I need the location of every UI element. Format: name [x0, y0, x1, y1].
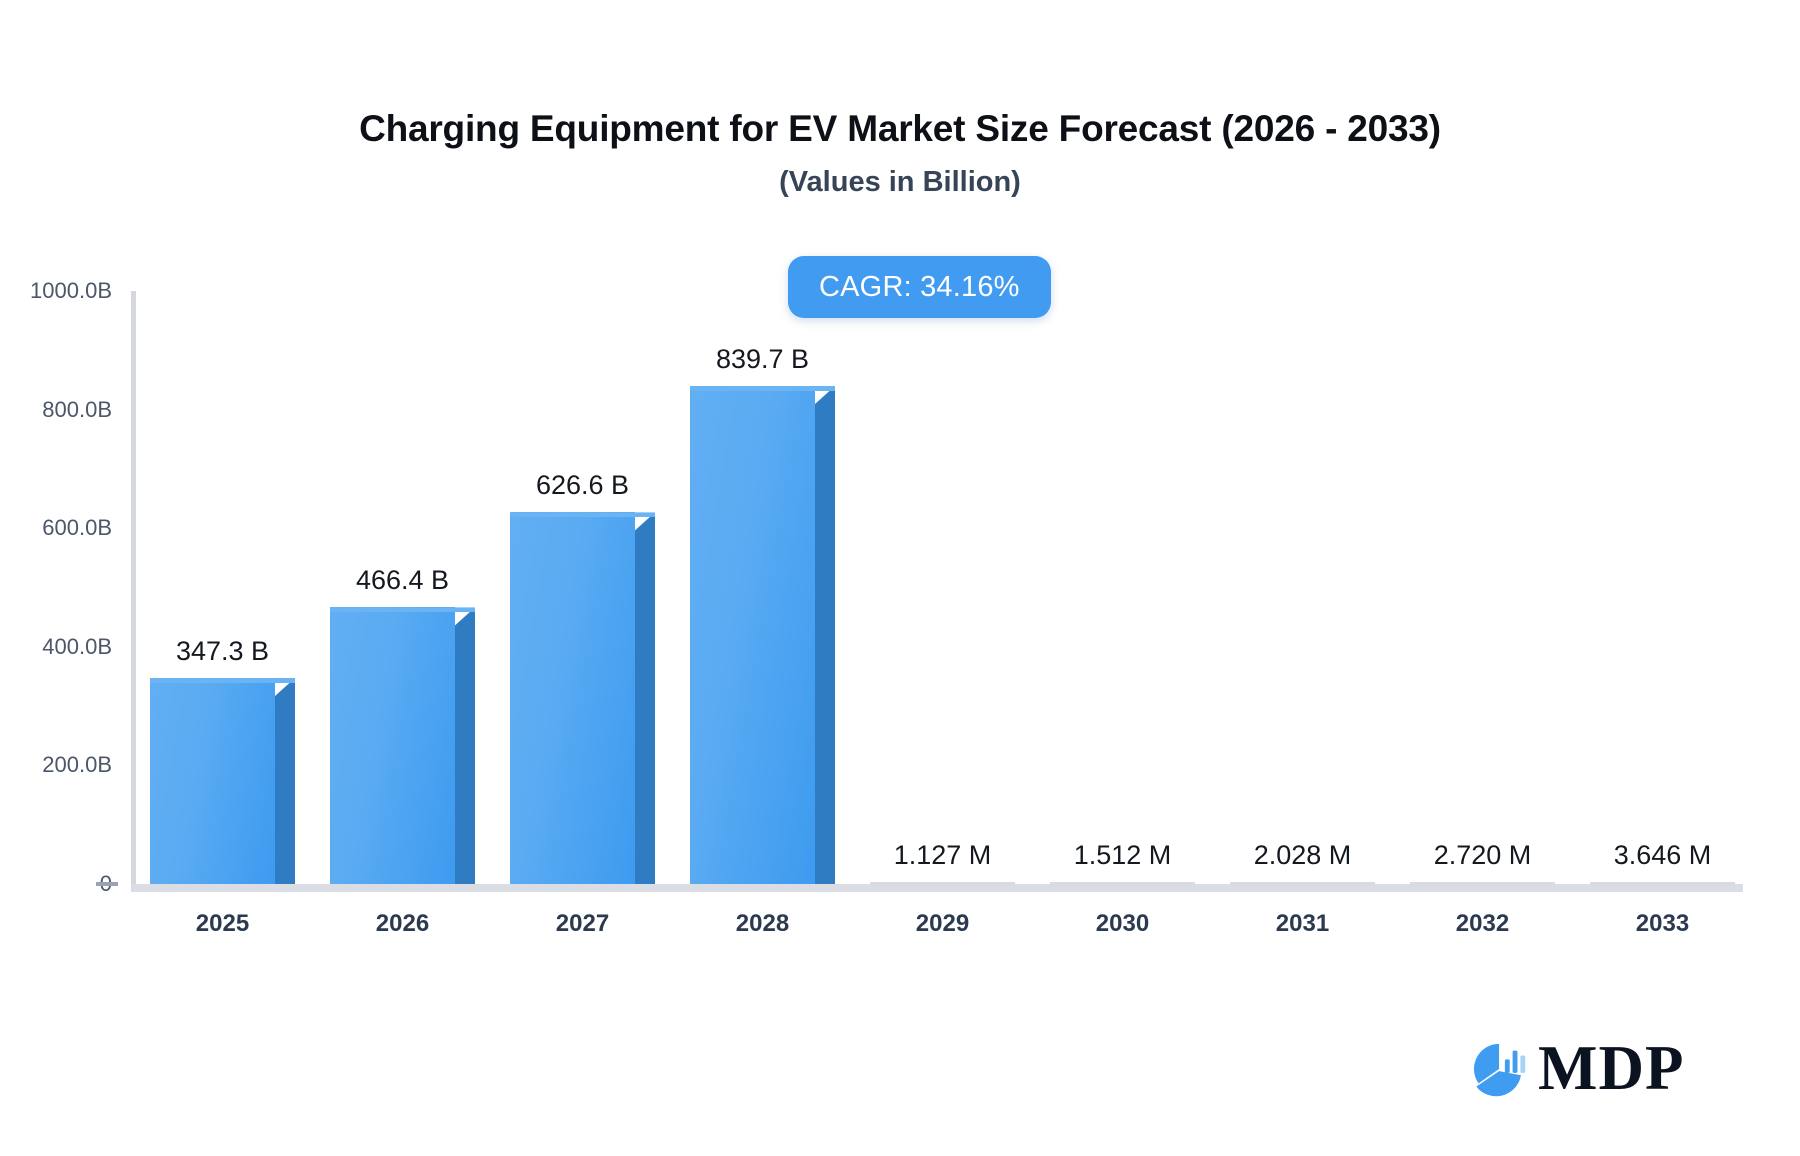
x-axis-tick-label: 2025: [195, 910, 250, 937]
bar-3d-side: [275, 678, 295, 884]
bar-3d-top: [1230, 882, 1375, 887]
bar-3d-top: [690, 386, 835, 392]
bar-3d-side: [815, 386, 835, 884]
bar-column: [870, 882, 1015, 887]
bar-value-label: 1.127 M: [893, 840, 992, 870]
bar-3d-side: [455, 607, 475, 884]
bar-column: [510, 512, 655, 884]
x-axis-tick-label: 2031: [1275, 910, 1330, 937]
y-axis-tick-label: 800.0B: [42, 396, 112, 422]
bar-face: [690, 386, 815, 884]
bar-face: [510, 512, 635, 884]
bar-3d-top: [330, 607, 475, 613]
bar-value-label: 839.7 B: [715, 344, 810, 375]
pie-bar-chart-icon: [1473, 1043, 1526, 1096]
cagr-badge: CAGR: 34.16%: [788, 256, 1051, 318]
bar-3d-top: [510, 512, 655, 518]
chart-subtitle: (Values in Billion): [779, 166, 1021, 198]
x-axis-tick-label: 2030: [1095, 910, 1150, 937]
bar-3d-top: [150, 678, 295, 684]
bar-column: [330, 607, 475, 884]
y-axis-tick-label: 200.0B: [42, 752, 112, 778]
bar-column: [1050, 882, 1195, 887]
mdp-logo: MDP: [1470, 1037, 1684, 1100]
x-axis-tick-label: 2027: [555, 910, 610, 937]
bar-value-label: 3.646 M: [1613, 840, 1712, 870]
bar-face: [330, 607, 455, 884]
mdp-logo-text: MDP: [1538, 1033, 1685, 1103]
x-axis-tick-label: 2029: [915, 910, 970, 937]
x-axis-baseline: [131, 884, 1743, 892]
bar-value-label: 1.512 M: [1073, 840, 1172, 870]
bar-column: [1230, 882, 1375, 887]
x-axis-tick-label: 2028: [735, 910, 790, 937]
x-axis-tick-label: 2026: [375, 910, 430, 937]
bar-column: [1590, 882, 1735, 887]
y-axis-zero-tick: [96, 882, 118, 886]
y-axis-line: [131, 291, 136, 888]
bar-3d-top: [1410, 882, 1555, 887]
bar-3d-top: [870, 882, 1015, 887]
bar-face: [150, 678, 275, 884]
bar-value-label: 347.3 B: [175, 636, 270, 667]
y-axis-tick-label: 400.0B: [42, 633, 112, 659]
bar-column: [150, 678, 295, 884]
y-axis-tick-label: 600.0B: [42, 515, 112, 541]
bar-value-label: 2.028 M: [1253, 840, 1352, 870]
bar-3d-top: [1050, 882, 1195, 887]
bar-value-label: 2.720 M: [1433, 840, 1532, 870]
chart-title: Charging Equipment for EV Market Size Fo…: [359, 108, 1441, 149]
bar-3d-top: [1590, 882, 1735, 887]
bar-value-label: 466.4 B: [355, 565, 450, 596]
bar-3d-side: [635, 512, 655, 884]
x-axis-tick-label: 2032: [1455, 910, 1510, 937]
bar-column: [690, 386, 835, 884]
bar-value-label: 626.6 B: [535, 470, 630, 501]
x-axis-tick-label: 2033: [1635, 910, 1690, 937]
y-axis-tick-label: 1000.0B: [30, 278, 112, 303]
bar-column: [1410, 882, 1555, 887]
